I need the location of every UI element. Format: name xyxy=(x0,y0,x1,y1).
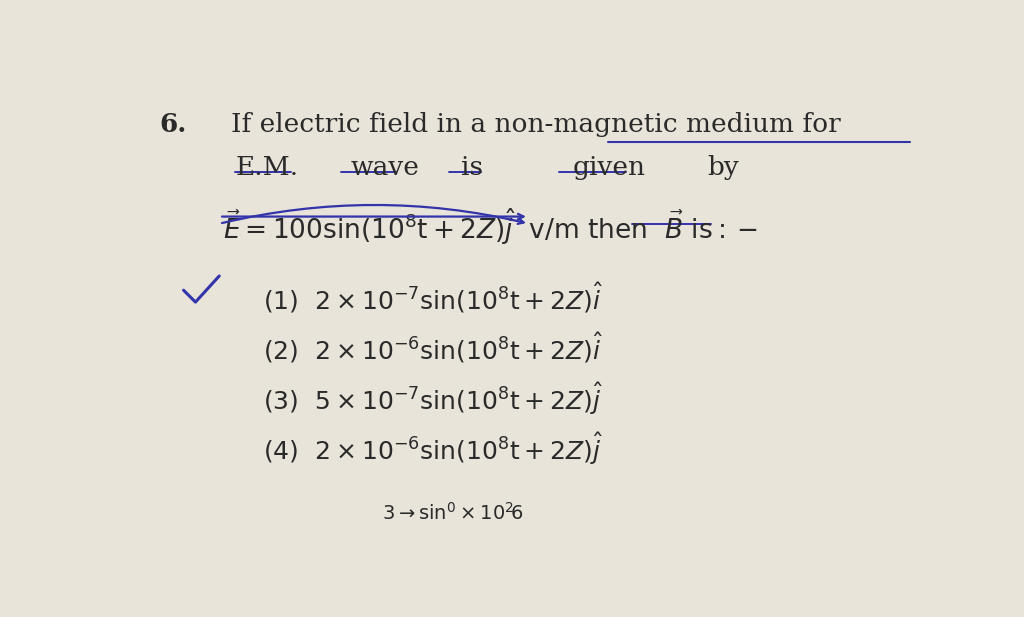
Text: 6.: 6. xyxy=(160,112,187,137)
Text: given: given xyxy=(572,155,645,180)
Text: $3\rightarrow\mathrm{sin}^0\times10^2\!6$: $3\rightarrow\mathrm{sin}^0\times10^2\!6… xyxy=(382,502,524,523)
Text: If electric field in a non-magnetic medium for: If electric field in a non-magnetic medi… xyxy=(231,112,841,137)
Text: $(2)\ \ 2\times10^{-6}\sin(10^8\mathrm{t}+2Z)\hat{i}$: $(2)\ \ 2\times10^{-6}\sin(10^8\mathrm{t… xyxy=(263,331,603,365)
Text: E.M.: E.M. xyxy=(236,155,298,180)
Text: $(4)\ \ 2\times10^{-6}\sin(10^8\mathrm{t}+2Z)\hat{j}$: $(4)\ \ 2\times10^{-6}\sin(10^8\mathrm{t… xyxy=(263,431,603,467)
Text: is: is xyxy=(461,155,483,180)
Text: $\vec{E}$$= 100\sin(10^8\mathrm{t} + 2Z)\hat{j}$  $\mathrm{v/m\ then}$  $\vec{B}: $\vec{E}$$= 100\sin(10^8\mathrm{t} + 2Z)… xyxy=(223,207,758,247)
Text: $(3)\ \ 5\times10^{-7}\sin(10^8\mathrm{t}+2Z)\hat{j}$: $(3)\ \ 5\times10^{-7}\sin(10^8\mathrm{t… xyxy=(263,381,603,417)
Text: $(1)\ \ 2\times10^{-7}\sin(10^8\mathrm{t}+2Z)\hat{i}$: $(1)\ \ 2\times10^{-7}\sin(10^8\mathrm{t… xyxy=(263,281,603,315)
Text: wave: wave xyxy=(350,155,419,180)
Text: by: by xyxy=(708,155,739,180)
